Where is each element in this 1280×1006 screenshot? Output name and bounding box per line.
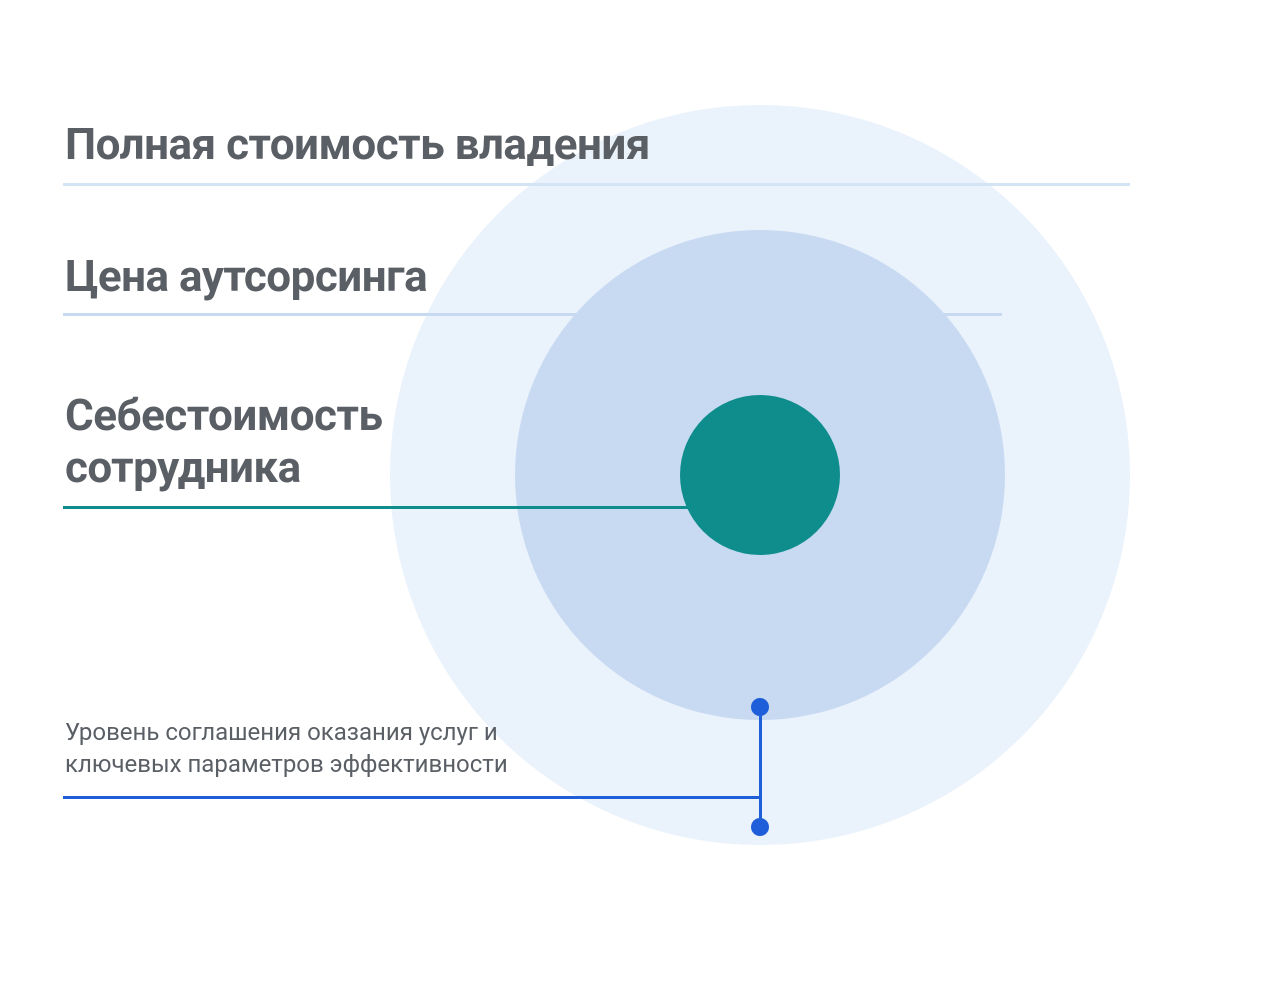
label-outsourcing-price: Цена аутсорсинга bbox=[65, 250, 427, 302]
underline-middle bbox=[63, 313, 1002, 316]
label-sla-kpi-footnote: Уровень соглашения оказания услуг и ключ… bbox=[65, 716, 565, 781]
diagram-container: Полная стоимость владения Цена аутсорсин… bbox=[0, 0, 1280, 1006]
connector-dot-bottom bbox=[751, 818, 769, 836]
label-total-cost-of-ownership: Полная стоимость владения bbox=[65, 118, 650, 170]
connector-dot-top bbox=[751, 698, 769, 716]
underline-footnote bbox=[63, 796, 760, 799]
underline-inner bbox=[63, 506, 760, 509]
underline-outer bbox=[63, 183, 1130, 186]
connector-line bbox=[759, 707, 762, 827]
circle-inner bbox=[680, 395, 840, 555]
label-employee-cost: Себестоимость сотрудника bbox=[65, 390, 565, 494]
